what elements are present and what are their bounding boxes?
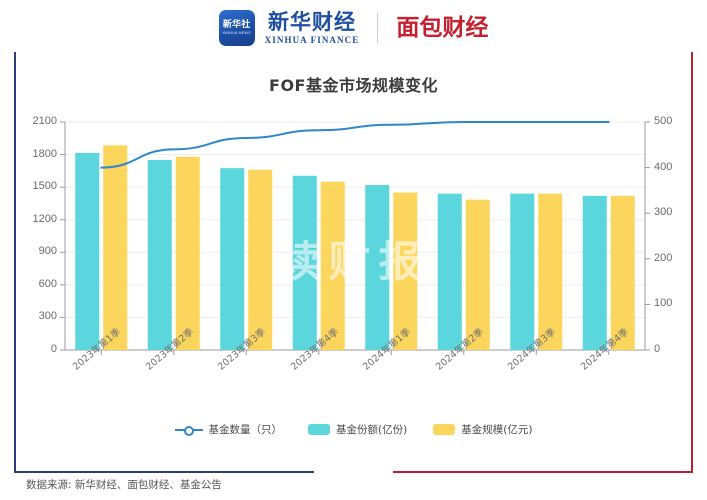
chart-bar [538, 193, 563, 350]
frame-border-left-bottom [14, 471, 314, 473]
y-axis-left-tick-label: 1200 [32, 212, 57, 225]
chart-bar [75, 152, 100, 350]
chart-bar [582, 195, 607, 350]
y-axis-right-tick-label: 200 [654, 251, 673, 264]
chart-legend: 基金数量（只） 基金份额(亿份) 基金规模(亿元) [0, 422, 707, 437]
chart-bar [147, 160, 172, 350]
y-axis-right-tick-label: 100 [654, 297, 673, 310]
chart-bar [220, 168, 245, 350]
y-axis-left-tick-label: 600 [38, 277, 57, 290]
frame-border-left [14, 28, 16, 473]
y-axis-left-tick-label: 2100 [32, 115, 57, 127]
xinhua-finance-en-label: XINHUA FINANCE [264, 34, 360, 45]
chart-bar [510, 193, 535, 350]
chart-bar [292, 175, 317, 350]
chart-bar [437, 193, 462, 350]
y-axis-left-tick-label: 300 [38, 310, 57, 323]
brand-header: 新华社 XINHUA NEWS 新华财经 XINHUA FINANCE 面包财经 [0, 4, 707, 52]
xinhua-news-logo-icon: 新华社 XINHUA NEWS [218, 10, 255, 46]
legend-item-1[interactable]: 基金数量（只） [174, 422, 283, 437]
chart-title: FOF基金市场规模变化 [269, 76, 438, 95]
chart-bar [103, 145, 128, 350]
y-axis-left-tick-label: 1500 [32, 180, 57, 193]
y-axis-right-tick-label: 300 [654, 206, 673, 219]
legend-color-swatch-icon [433, 424, 456, 435]
mianbao-finance-wordmark: 面包财经 [396, 14, 489, 41]
legend-item-label: 基金规模(亿元) [461, 424, 533, 436]
chart-bar [465, 199, 490, 350]
y-axis-right-tick-label: 500 [654, 115, 673, 127]
legend-item-label: 基金份额(亿份) [336, 424, 408, 436]
legend-item-2[interactable]: 基金份额(亿份) [308, 422, 407, 437]
xinhua-finance-cn-label: 新华财经 [268, 9, 356, 34]
chart-bar [320, 181, 345, 350]
frame-border-right [691, 28, 693, 473]
data-source-footer: 数据来源: 新华财经、面包财经、基金公告 [26, 479, 222, 491]
brand-divider [377, 13, 379, 43]
legend-color-swatch-icon [308, 424, 331, 435]
xinhua-badge-cn-label: 新华社 [222, 19, 251, 30]
y-axis-left-tick-label: 900 [38, 245, 57, 258]
frame-border-right-bottom [393, 471, 693, 473]
legend-line-marker-icon [174, 424, 203, 436]
chart-bar [248, 169, 273, 350]
y-axis-right-tick-label: 0 [654, 343, 661, 355]
chart-bar [393, 192, 418, 350]
chart-line-series [100, 120, 610, 169]
legend-item-label: 基金数量（只） [208, 424, 283, 436]
chart-bar [610, 195, 635, 350]
y-axis-left-tick-label: 1800 [32, 147, 57, 160]
legend-item-3[interactable]: 基金规模(亿元) [433, 422, 532, 437]
chart-bar [365, 184, 390, 350]
xinhua-finance-wordmark: 新华财经 XINHUA FINANCE [264, 9, 360, 45]
xinhua-badge-en-label: XINHUA NEWS [222, 30, 251, 35]
chart-bar [175, 156, 200, 350]
y-axis-left-tick-label: 0 [50, 343, 57, 355]
y-axis-right-tick-label: 400 [654, 160, 673, 173]
